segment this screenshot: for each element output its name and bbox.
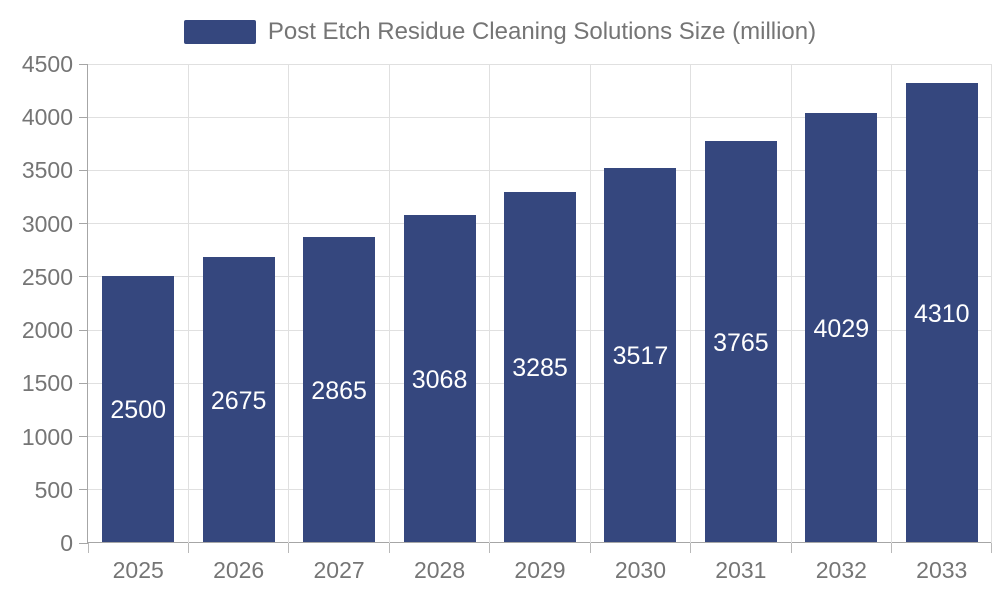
y-axis-tick-label: 0 xyxy=(60,530,73,556)
y-axis-tick-label: 1500 xyxy=(21,370,73,397)
x-axis-tick xyxy=(790,543,792,553)
y-axis-tick xyxy=(79,436,88,438)
y-axis-tick-label: 3500 xyxy=(21,157,73,184)
legend-label: Post Etch Residue Cleaning Solutions Siz… xyxy=(267,18,817,45)
legend-item[interactable]: Post Etch Residue Cleaning Solutions Siz… xyxy=(183,18,817,46)
bar[interactable] xyxy=(504,192,576,542)
gridline-horizontal xyxy=(88,116,992,118)
bar[interactable] xyxy=(805,113,878,542)
bar[interactable] xyxy=(905,83,978,542)
bar[interactable] xyxy=(704,141,777,542)
legend: Post Etch Residue Cleaning Solutions Siz… xyxy=(0,18,1000,46)
y-axis-tick xyxy=(79,276,88,278)
plot-area: 0 500 1000 1500 2000 2500 3000 3500 4000 4500 2500… xyxy=(22,51,992,583)
x-axis-tick-label: 2030 xyxy=(614,557,667,583)
gridline-horizontal xyxy=(88,169,992,171)
x-axis-tick xyxy=(388,543,390,553)
y-axis-tick xyxy=(79,63,88,65)
gridline-vertical xyxy=(589,64,591,543)
y-axis-tick xyxy=(79,116,88,118)
gridline-vertical xyxy=(891,64,893,543)
y-axis-tick-label: 4500 xyxy=(21,51,73,77)
y-axis-tick xyxy=(79,329,88,331)
legend-swatch-icon xyxy=(183,20,256,44)
y-axis-tick xyxy=(79,542,88,544)
y-axis-tick xyxy=(79,382,88,384)
x-axis-tick-label: 2026 xyxy=(213,557,265,583)
bar[interactable] xyxy=(202,257,275,542)
x-axis-tick xyxy=(690,543,692,553)
x-axis-tick xyxy=(991,543,992,553)
y-axis-tick-label: 2000 xyxy=(21,317,73,344)
gridline-vertical xyxy=(489,64,491,543)
x-axis-tick xyxy=(288,543,290,553)
x-axis-tick xyxy=(589,543,591,553)
y-axis-tick-label: 4000 xyxy=(21,104,73,131)
y-axis-tick xyxy=(79,489,88,491)
y-axis-tick-label: 1000 xyxy=(21,423,73,450)
x-axis-tick xyxy=(87,543,89,553)
bar[interactable] xyxy=(102,275,175,542)
gridline-vertical xyxy=(187,64,189,543)
bar[interactable] xyxy=(604,167,677,542)
gridline-vertical xyxy=(790,64,792,543)
x-axis-tick-label: 2027 xyxy=(313,557,365,583)
gridline-vertical xyxy=(690,64,692,543)
y-axis-tick xyxy=(79,169,88,171)
y-axis-tick xyxy=(79,223,88,225)
x-axis-tick xyxy=(489,543,491,553)
y-axis-tick-label: 3000 xyxy=(21,210,73,237)
bar[interactable] xyxy=(403,215,476,542)
gridline-vertical xyxy=(991,64,992,543)
x-axis-tick xyxy=(187,543,189,553)
x-axis-tick-label: 2032 xyxy=(815,557,867,583)
x-axis-tick-label: 2031 xyxy=(715,557,767,583)
x-axis-tick-label: 2025 xyxy=(112,557,164,583)
bar[interactable] xyxy=(303,237,376,542)
x-axis-tick-label: 2028 xyxy=(413,557,466,583)
x-axis-tick-label: 2029 xyxy=(514,557,566,583)
gridline-horizontal xyxy=(88,64,992,65)
x-axis-tick xyxy=(891,543,893,553)
gridline-vertical xyxy=(288,64,290,543)
y-axis-tick-label: 2500 xyxy=(21,263,73,290)
x-axis-tick-label: 2033 xyxy=(916,557,968,583)
gridline-vertical xyxy=(388,64,390,543)
y-axis-tick-label: 500 xyxy=(34,476,73,503)
